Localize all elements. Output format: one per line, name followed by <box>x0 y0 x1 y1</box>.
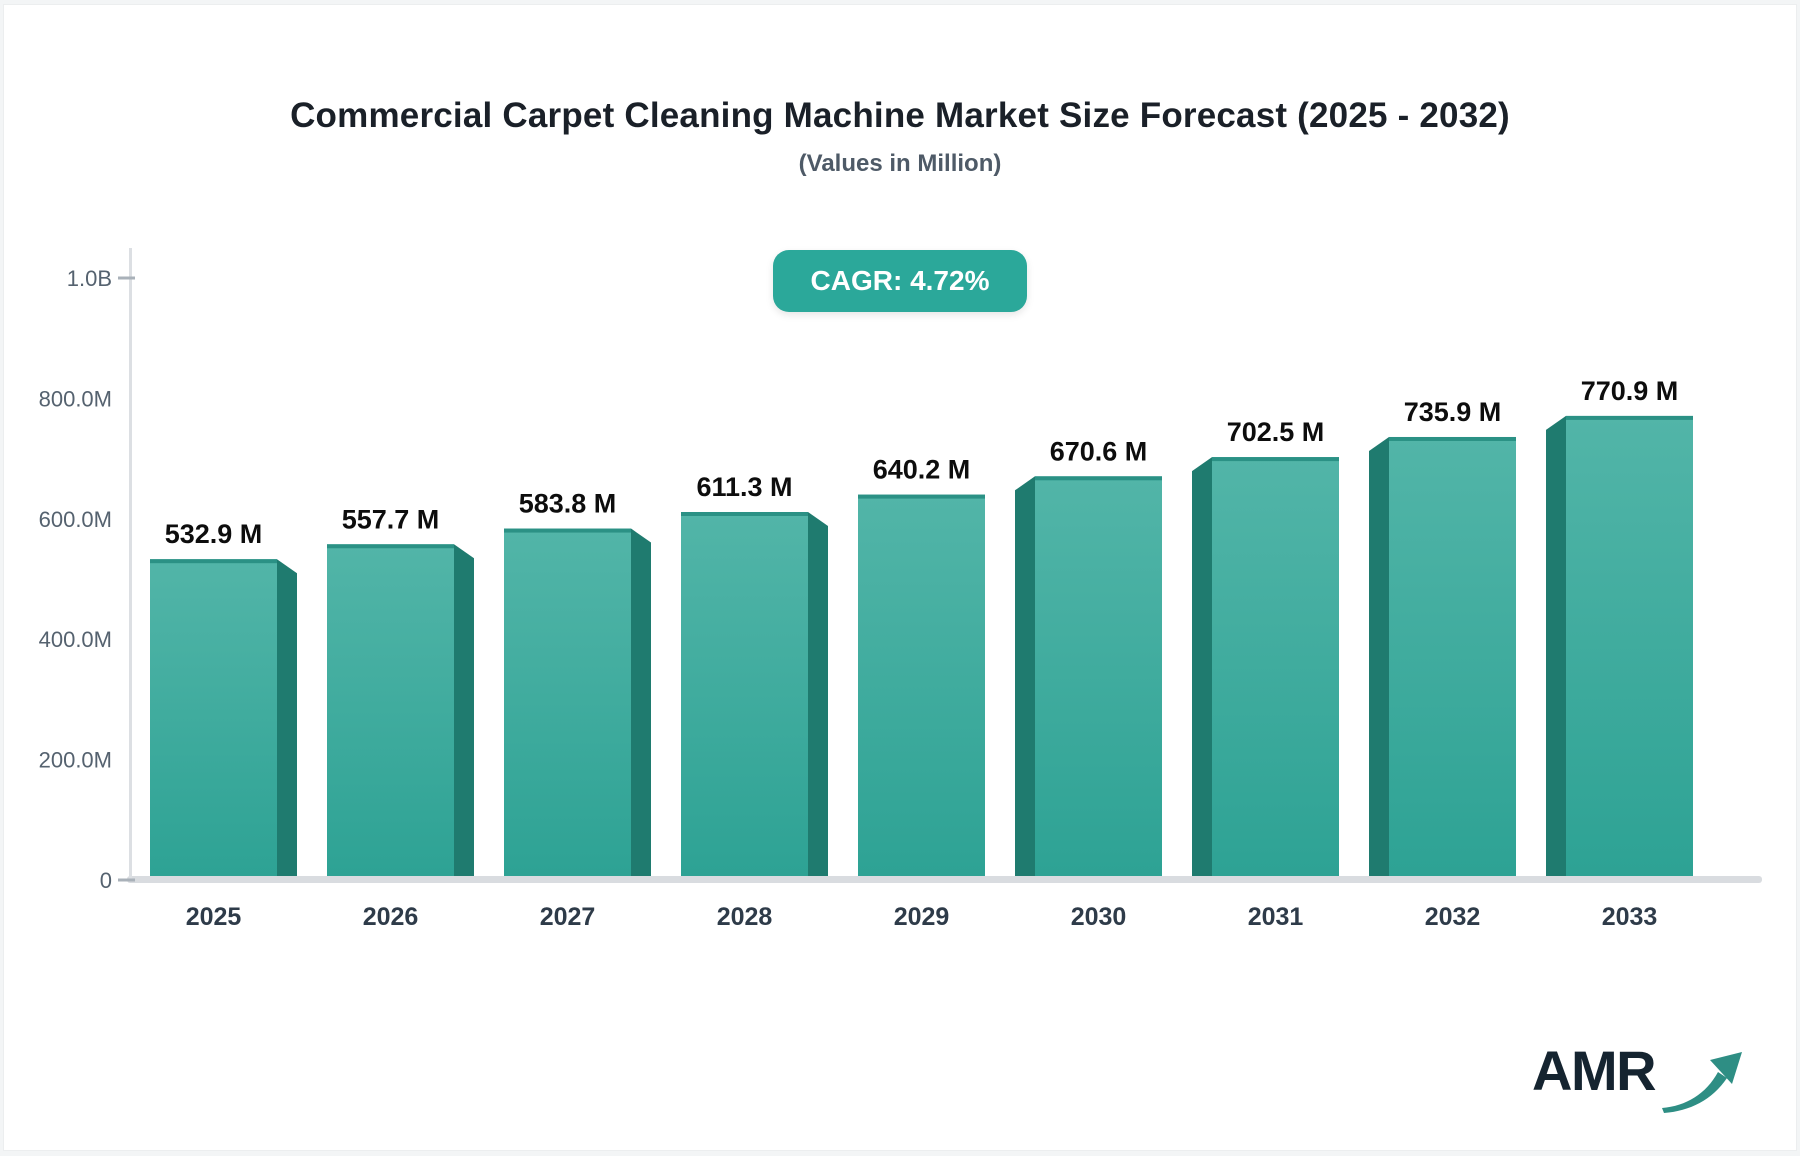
bar-value-label: 557.7 M <box>342 504 440 534</box>
y-axis-tick-dash <box>118 878 135 882</box>
bar-side-face <box>631 528 651 880</box>
bar-value-label: 640.2 M <box>873 455 971 485</box>
x-axis-label: 2029 <box>894 903 950 931</box>
bar-value-label: 702.5 M <box>1227 417 1325 447</box>
bar-side-face <box>1369 436 1389 880</box>
bar-top-edge <box>1389 436 1516 441</box>
bar-front-face <box>327 544 454 880</box>
x-axis-label: 2028 <box>717 903 773 931</box>
x-axis-label: 2031 <box>1248 903 1304 931</box>
bar-value-label: 770.9 M <box>1581 376 1679 406</box>
bar-top-edge <box>327 544 454 549</box>
x-axis-label: 2026 <box>363 903 419 931</box>
bar-top-edge <box>1566 415 1693 420</box>
bar-side-face <box>1546 415 1566 880</box>
bar-front-face <box>1566 415 1693 880</box>
y-axis-line <box>129 248 132 880</box>
bar-value-label: 532.9 M <box>165 519 263 549</box>
x-axis-line <box>127 876 1762 883</box>
bar-top-edge <box>1212 457 1339 462</box>
y-axis-tick-label: 400.0M <box>39 627 112 652</box>
bar-top-edge <box>681 511 808 516</box>
amr-logo-arrow-swoosh <box>1662 1072 1727 1113</box>
bar-front-face <box>1035 476 1162 880</box>
y-axis-tick-label: 0 <box>100 868 112 893</box>
bar-side-face <box>1192 457 1212 880</box>
bar-front-face <box>858 494 985 880</box>
chart-title: Commercial Carpet Cleaning Machine Marke… <box>290 96 1510 135</box>
amr-logo: AMR <box>1532 1038 1742 1118</box>
amr-logo-arrow-icon <box>1662 1052 1742 1113</box>
bar-value-label: 735.9 M <box>1404 397 1502 427</box>
x-axis-label: 2025 <box>186 903 242 931</box>
bar-value-label: 670.6 M <box>1050 436 1148 466</box>
y-axis-tick-dash <box>118 276 135 280</box>
bar-side-face <box>277 559 297 880</box>
y-axis-tick-label: 800.0M <box>39 386 112 411</box>
bar-value-label: 611.3 M <box>696 472 792 502</box>
x-axis-label: 2032 <box>1425 903 1481 931</box>
bar-top-edge <box>858 494 985 499</box>
cagr-badge: CAGR: 4.72% <box>772 250 1028 312</box>
y-axis-tick-label: 600.0M <box>39 507 112 532</box>
x-axis-label: 2033 <box>1602 903 1658 931</box>
bar-front-face <box>681 511 808 880</box>
bar-value-label: 583.8 M <box>519 489 617 519</box>
bar-front-face <box>150 559 277 880</box>
bar-front-face <box>504 528 631 880</box>
chart-subtitle: (Values in Million) <box>798 150 1002 177</box>
bar-top-edge <box>504 528 631 533</box>
x-axis-label: 2030 <box>1071 903 1127 931</box>
amr-logo-arrow-head <box>1710 1052 1742 1084</box>
bar-front-face <box>1389 436 1516 880</box>
bar-side-face <box>1015 476 1035 880</box>
bar-top-edge <box>150 559 277 564</box>
bar-top-edge <box>1035 476 1162 481</box>
amr-logo-text: AMR <box>1532 1039 1657 1102</box>
y-axis-tick-label: 1.0B <box>67 266 112 291</box>
bar-side-face <box>808 511 828 880</box>
bar-side-face <box>454 544 474 880</box>
x-axis-label: 2027 <box>540 903 596 931</box>
bar-front-face <box>1212 457 1339 880</box>
cagr-badge-wrap: CAGR: 4.72% <box>0 250 1800 312</box>
y-axis-tick-label: 200.0M <box>39 748 112 773</box>
